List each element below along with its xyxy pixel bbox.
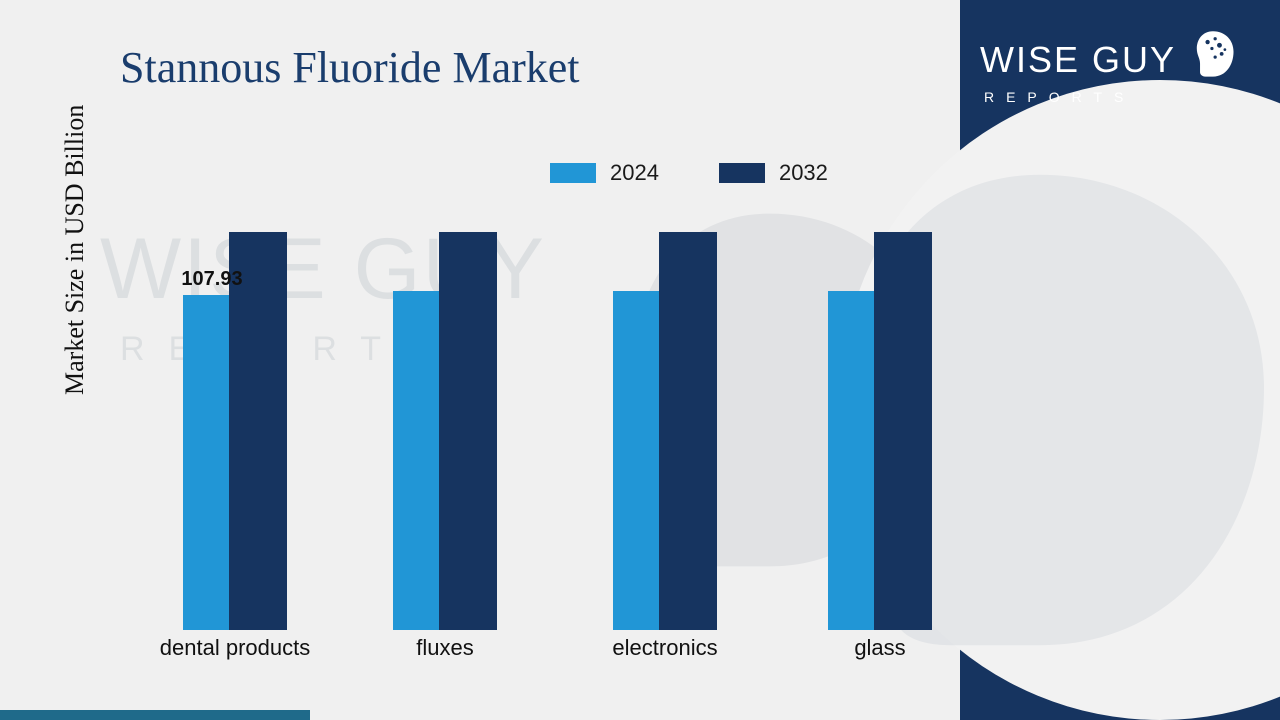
y-axis-label: Market Size in USD Billion xyxy=(60,105,90,395)
legend-label-2032: 2032 xyxy=(779,160,828,186)
category-label: electronics xyxy=(585,635,745,661)
bar-2032 xyxy=(659,232,717,630)
bottom-accent-bar xyxy=(0,710,310,720)
plot-area: dental productsfluxeselectronicsglass107… xyxy=(120,195,960,630)
bar-2032 xyxy=(229,232,287,630)
legend-swatch-2024 xyxy=(550,163,596,183)
category-label: fluxes xyxy=(365,635,525,661)
chart-title: Stannous Fluoride Market xyxy=(120,42,580,93)
category-label: glass xyxy=(800,635,960,661)
bar-value-label: 107.93 xyxy=(153,268,271,291)
brand-line2: REPORTS xyxy=(980,89,1240,105)
legend-item-2032: 2032 xyxy=(719,160,828,186)
category-label: dental products xyxy=(155,635,315,661)
legend: 2024 2032 xyxy=(550,160,828,186)
chart-canvas: WISE GUY REPORTS WISE GUY xyxy=(0,0,1280,720)
brand-logo: WISE GUY REPORTS xyxy=(980,28,1240,105)
bar-2032 xyxy=(439,232,497,630)
brand-line1: WISE GUY xyxy=(980,39,1176,81)
legend-label-2024: 2024 xyxy=(610,160,659,186)
brand-head-icon xyxy=(1186,28,1240,91)
legend-swatch-2032 xyxy=(719,163,765,183)
bar-2032 xyxy=(874,232,932,630)
legend-item-2024: 2024 xyxy=(550,160,659,186)
